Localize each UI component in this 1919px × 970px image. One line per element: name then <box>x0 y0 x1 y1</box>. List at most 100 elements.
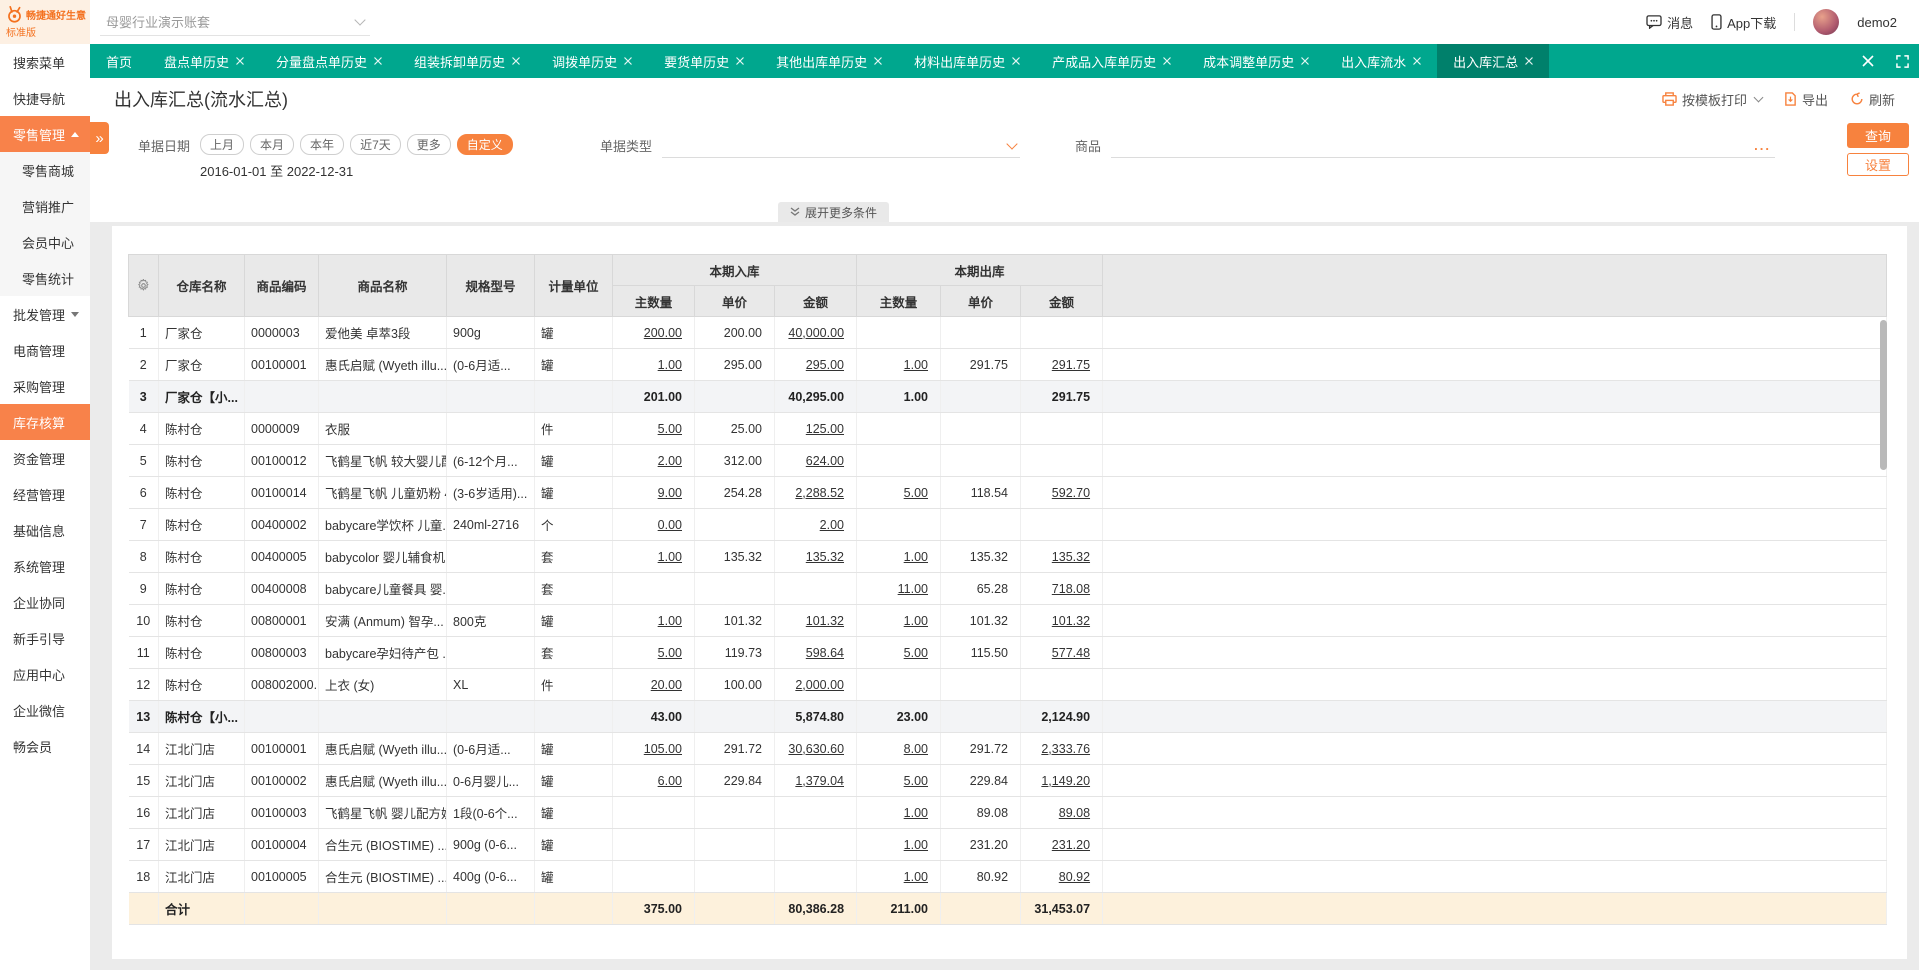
in-qty-link[interactable]: 9.00 <box>657 485 682 500</box>
out-amount-link[interactable]: 718.08 <box>1051 581 1091 596</box>
tab-close-icon[interactable] <box>1525 57 1534 65</box>
in-amount-link[interactable]: 2,000.00 <box>795 677 845 692</box>
out-amount-link[interactable]: 101.32 <box>1051 613 1091 628</box>
sidebar-item-库存核算[interactable]: 库存核算 <box>0 404 90 440</box>
tab-成本调整单历史[interactable]: 成本调整单历史 <box>1187 44 1325 78</box>
sidebar-item-电商管理[interactable]: 电商管理 <box>0 332 90 368</box>
table-row[interactable]: 2 厂家仓 00100001 惠氏启赋 (Wyeth illu... (0-6月适...… <box>128 348 1887 381</box>
sidebar-item-系统管理[interactable]: 系统管理 <box>0 548 90 584</box>
out-qty-link[interactable]: 1.00 <box>903 805 929 820</box>
in-qty-link[interactable]: 20.00 <box>650 677 682 692</box>
out-qty-link[interactable]: 1.00 <box>903 549 929 564</box>
sidebar-item-新手引导[interactable]: 新手引导 <box>0 620 90 656</box>
table-row[interactable]: 17 江北门店 00100004 合生元 (BIOSTIME) ... 900g (0-… <box>128 828 1887 861</box>
in-qty-link[interactable]: 1.00 <box>657 549 682 564</box>
in-amount-link[interactable]: 1,379.04 <box>795 773 845 788</box>
table-row[interactable]: 15 江北门店 00100002 惠氏启赋 (Wyeth illu... 0-6月婴儿.… <box>128 764 1887 797</box>
close-all-tabs-icon[interactable] <box>1862 55 1874 67</box>
out-amount-link[interactable]: 1,149.20 <box>1041 773 1091 788</box>
date-preset-更多[interactable]: 更多 <box>406 134 451 155</box>
date-preset-上月[interactable]: 上月 <box>200 134 245 155</box>
in-amount-link[interactable]: 2,288.52 <box>795 485 845 500</box>
in-qty-link[interactable]: 200.00 <box>643 325 682 340</box>
tab-分量盘点单历史[interactable]: 分量盘点单历史 <box>260 44 398 78</box>
table-row[interactable]: 14 江北门店 00100001 惠氏启赋 (Wyeth illu... (0-6月适.… <box>128 732 1887 765</box>
in-amount-link[interactable]: 295.00 <box>805 357 845 372</box>
out-amount-link[interactable]: 592.70 <box>1051 485 1091 500</box>
sidebar-item-快捷导航[interactable]: 快捷导航 <box>0 80 90 116</box>
sidebar-item-畅会员[interactable]: 畅会员 <box>0 728 90 764</box>
tab-close-icon[interactable] <box>374 57 382 65</box>
print-by-template-button[interactable]: 按模板打印 <box>1662 90 1764 109</box>
date-preset-本年[interactable]: 本年 <box>300 134 345 155</box>
in-amount-link[interactable]: 598.64 <box>805 645 845 660</box>
refresh-button[interactable]: 刷新 <box>1850 90 1895 109</box>
tab-close-icon[interactable] <box>1301 57 1310 65</box>
table-row[interactable]: 12 陈村仓 008002000... 上衣 (女) XL 件 20.00 100.00 2,0… <box>128 668 1887 701</box>
tab-close-icon[interactable] <box>874 57 883 65</box>
out-qty-link[interactable]: 8.00 <box>903 741 929 756</box>
column-settings-gear[interactable] <box>128 254 159 317</box>
tab-首页[interactable]: 首页 <box>90 44 148 78</box>
sidebar-item-搜索菜单[interactable]: 搜索菜单 <box>0 44 90 80</box>
sidebar-item-经营管理[interactable]: 经营管理 <box>0 476 90 512</box>
out-qty-link[interactable]: 1.00 <box>903 837 929 852</box>
tab-盘点单历史[interactable]: 盘点单历史 <box>148 44 260 78</box>
in-amount-link[interactable]: 101.32 <box>805 613 845 628</box>
tab-材料出库单历史[interactable]: 材料出库单历史 <box>898 44 1036 78</box>
more-options-icon[interactable]: ... <box>1754 137 1771 153</box>
table-row[interactable]: 10 陈村仓 00800001 安满 (Anmum) 智孕... 800克罐 1.00 10… <box>128 604 1887 637</box>
tab-其他出库单历史[interactable]: 其他出库单历史 <box>760 44 898 78</box>
out-amount-link[interactable]: 577.48 <box>1051 645 1091 660</box>
sidebar-item-营销推广[interactable]: 营销推广 <box>0 188 90 224</box>
table-row[interactable]: 18 江北门店 00100005 合生元 (BIOSTIME) ... 400g (0-… <box>128 860 1887 893</box>
tab-close-icon[interactable] <box>1413 57 1422 65</box>
out-amount-link[interactable]: 2,333.76 <box>1041 741 1091 756</box>
tab-要货单历史[interactable]: 要货单历史 <box>648 44 760 78</box>
sidebar-item-会员中心[interactable]: 会员中心 <box>0 224 90 260</box>
in-qty-link[interactable]: 0.00 <box>657 517 682 532</box>
settings-button[interactable]: 设置 <box>1847 153 1909 176</box>
in-amount-link[interactable]: 135.32 <box>805 549 845 564</box>
vertical-scrollbar[interactable] <box>1880 320 1887 470</box>
sidebar-item-零售管理[interactable]: 零售管理 <box>0 116 90 152</box>
tab-close-icon[interactable] <box>624 57 633 65</box>
table-row[interactable]: 9 陈村仓 00400008 babycare儿童餐具 婴... 套 11.00 65.28… <box>128 572 1887 605</box>
date-preset-近7天[interactable]: 近7天 <box>350 134 401 155</box>
collapse-filters-button[interactable]: » <box>90 122 109 154</box>
table-row[interactable]: 7 陈村仓 00400002 babycare学饮杯 儿童... 240ml-2716 个… <box>128 508 1887 541</box>
out-amount-link[interactable]: 231.20 <box>1051 837 1091 852</box>
in-amount-link[interactable]: 125.00 <box>805 421 845 436</box>
out-amount-link[interactable]: 135.32 <box>1051 549 1091 564</box>
product-input[interactable]: ... <box>1111 134 1775 158</box>
tab-组装拆卸单历史[interactable]: 组装拆卸单历史 <box>398 44 536 78</box>
sidebar-item-零售统计[interactable]: 零售统计 <box>0 260 90 296</box>
messages-button[interactable]: 消息 <box>1646 13 1693 32</box>
sidebar-item-零售商城[interactable]: 零售商城 <box>0 152 90 188</box>
table-row[interactable]: 4 陈村仓 0000009 衣服 件 5.00 25.00 125.00 <box>128 412 1887 445</box>
date-preset-custom[interactable]: 自定义 <box>456 134 513 155</box>
table-row[interactable]: 1 厂家仓 0000003 爱他美 卓萃3段 900g 罐 200.00 200.00 40,0… <box>128 316 1887 349</box>
tab-close-icon[interactable] <box>1012 57 1021 65</box>
doc-type-select[interactable] <box>662 134 1020 158</box>
out-qty-link[interactable]: 11.00 <box>897 581 929 596</box>
sidebar-item-企业微信[interactable]: 企业微信 <box>0 692 90 728</box>
sidebar-item-资金管理[interactable]: 资金管理 <box>0 440 90 476</box>
out-qty-link[interactable]: 5.00 <box>903 645 929 660</box>
tab-close-icon[interactable] <box>1163 57 1172 65</box>
tab-出入库流水[interactable]: 出入库流水 <box>1325 44 1437 78</box>
out-qty-link[interactable]: 5.00 <box>903 773 929 788</box>
table-row[interactable]: 11 陈村仓 00800003 babycare孕妇待产包 ... 套 5.00 119.7… <box>128 636 1887 669</box>
fullscreen-icon[interactable] <box>1896 54 1909 68</box>
in-qty-link[interactable]: 5.00 <box>657 421 682 436</box>
account-select[interactable]: 母婴行业演示账套 <box>100 8 370 36</box>
in-qty-link[interactable]: 2.00 <box>657 453 682 468</box>
tab-close-icon[interactable] <box>236 57 244 65</box>
in-qty-link[interactable]: 1.00 <box>657 357 682 372</box>
tab-调拨单历史[interactable]: 调拨单历史 <box>536 44 648 78</box>
sidebar-item-企业协同[interactable]: 企业协同 <box>0 584 90 620</box>
sidebar-item-批发管理[interactable]: 批发管理 <box>0 296 90 332</box>
in-amount-link[interactable]: 624.00 <box>805 453 845 468</box>
